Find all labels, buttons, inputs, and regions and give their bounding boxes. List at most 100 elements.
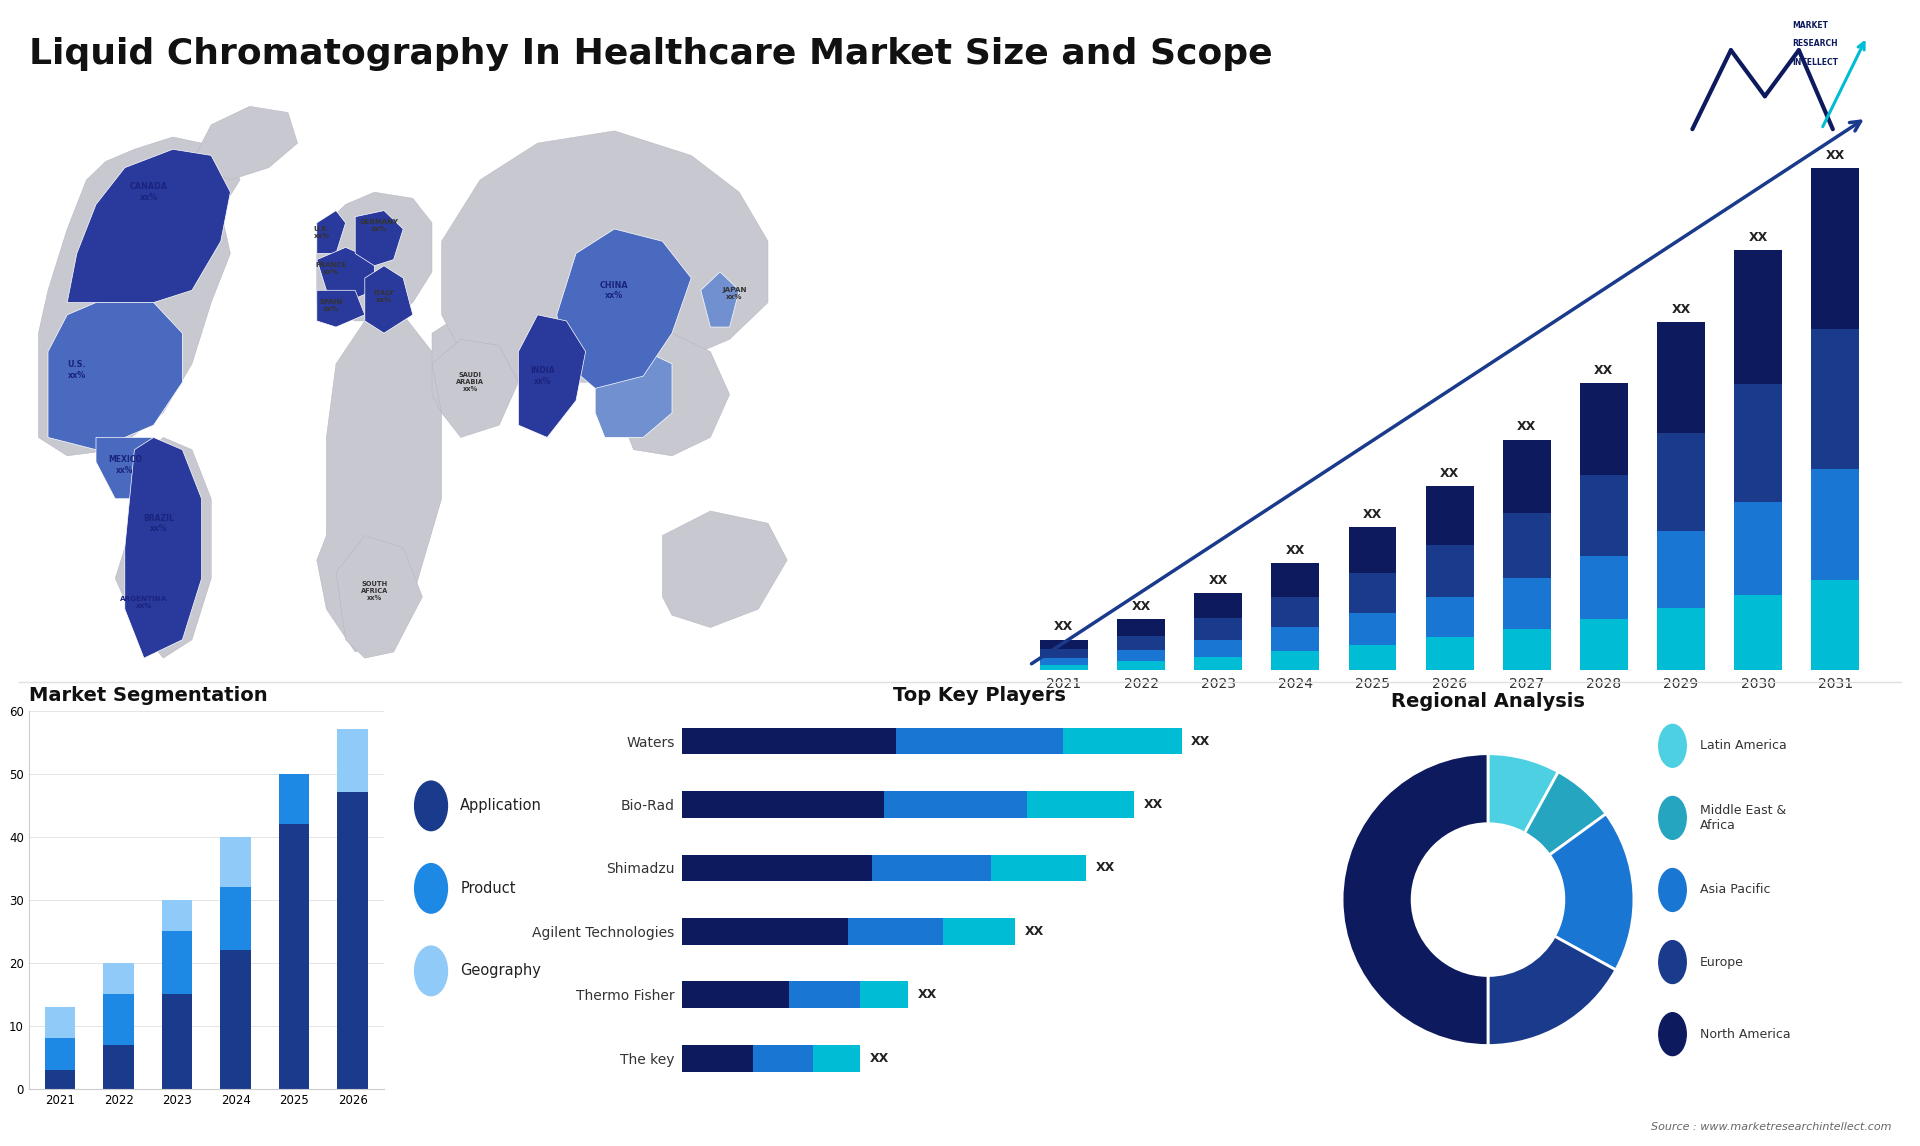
Bar	[1041, 665, 1089, 670]
Circle shape	[415, 947, 447, 996]
Bar	[1580, 476, 1628, 556]
Polygon shape	[317, 193, 432, 321]
Bar	[872, 855, 991, 881]
Text: GERMANY
xx%: GERMANY xx%	[359, 219, 399, 233]
Bar	[991, 855, 1087, 881]
Text: JAPAN
xx%: JAPAN xx%	[722, 286, 747, 300]
Circle shape	[1430, 841, 1546, 958]
Bar	[1734, 384, 1782, 502]
Text: Geography: Geography	[461, 964, 541, 979]
Bar	[221, 837, 252, 887]
Bar	[1271, 597, 1319, 627]
Bar	[1734, 250, 1782, 384]
Circle shape	[1659, 1013, 1686, 1055]
Bar	[44, 1070, 75, 1089]
Polygon shape	[662, 511, 787, 628]
Text: Market Segmentation: Market Segmentation	[29, 685, 267, 705]
Polygon shape	[701, 272, 739, 327]
Bar	[1734, 502, 1782, 595]
Bar	[682, 1045, 753, 1072]
Polygon shape	[557, 229, 691, 388]
Text: XX: XX	[1594, 364, 1613, 377]
Bar	[1271, 651, 1319, 670]
Bar	[104, 994, 134, 1045]
Bar	[338, 793, 369, 1089]
Wedge shape	[1488, 754, 1559, 833]
Bar	[1503, 578, 1551, 629]
Text: XX: XX	[1749, 230, 1768, 244]
Bar	[1348, 527, 1396, 573]
Text: Latin America: Latin America	[1699, 739, 1788, 752]
Bar	[1427, 637, 1473, 670]
Polygon shape	[624, 333, 730, 456]
Text: RESEARCH: RESEARCH	[1791, 39, 1837, 48]
Polygon shape	[317, 211, 346, 253]
Text: MEXICO
xx%: MEXICO xx%	[108, 455, 142, 474]
Bar	[1503, 440, 1551, 513]
Bar	[161, 931, 192, 994]
Polygon shape	[48, 303, 182, 449]
Circle shape	[1659, 796, 1686, 839]
Bar	[44, 1006, 75, 1038]
Bar	[221, 950, 252, 1089]
Text: XX: XX	[918, 988, 937, 1002]
Text: Product: Product	[461, 881, 516, 896]
Polygon shape	[595, 345, 672, 438]
Bar	[883, 791, 1027, 818]
Text: Middle East &
Africa: Middle East & Africa	[1699, 803, 1786, 832]
Bar	[1580, 383, 1628, 476]
Bar	[104, 1045, 134, 1089]
Polygon shape	[67, 149, 230, 303]
Circle shape	[1659, 724, 1686, 768]
Bar	[1271, 627, 1319, 651]
Bar	[1062, 728, 1181, 754]
Bar	[812, 1045, 860, 1072]
Bar	[753, 1045, 812, 1072]
Bar	[682, 791, 883, 818]
Text: Application: Application	[461, 799, 541, 814]
Text: XX: XX	[1190, 735, 1210, 747]
Text: Liquid Chromatography In Healthcare Market Size and Scope: Liquid Chromatography In Healthcare Mark…	[29, 37, 1273, 71]
Text: INTELLECT: INTELLECT	[1791, 57, 1837, 66]
Text: ITALY
xx%: ITALY xx%	[374, 290, 394, 303]
Bar	[682, 855, 872, 881]
Bar	[1657, 322, 1705, 433]
Circle shape	[415, 864, 447, 913]
Bar	[1348, 644, 1396, 670]
Bar	[860, 981, 908, 1008]
Bar	[1041, 650, 1089, 658]
Bar	[1117, 636, 1165, 650]
Bar	[1348, 613, 1396, 644]
Bar	[161, 994, 192, 1089]
Bar	[789, 981, 860, 1008]
Bar	[897, 728, 1062, 754]
Bar	[1041, 639, 1089, 650]
Wedge shape	[1342, 754, 1488, 1045]
Polygon shape	[115, 438, 211, 658]
Circle shape	[415, 782, 447, 831]
Bar	[682, 728, 897, 754]
Bar	[1503, 513, 1551, 578]
Text: BRAZIL
xx%: BRAZIL xx%	[142, 513, 175, 533]
Bar	[1811, 580, 1859, 670]
Title: Regional Analysis: Regional Analysis	[1392, 692, 1584, 712]
Text: SAUDI
ARABIA
xx%: SAUDI ARABIA xx%	[457, 372, 484, 392]
Bar	[1348, 573, 1396, 613]
Polygon shape	[518, 315, 586, 438]
Polygon shape	[317, 290, 365, 327]
Text: XX: XX	[1025, 925, 1044, 937]
Text: XX: XX	[1286, 543, 1306, 557]
Polygon shape	[317, 315, 442, 652]
Text: SOUTH
AFRICA
xx%: SOUTH AFRICA xx%	[361, 581, 388, 601]
Bar	[1117, 619, 1165, 636]
Text: ARGENTINA
xx%: ARGENTINA xx%	[121, 596, 167, 610]
Bar	[1811, 167, 1859, 329]
Text: XX: XX	[1363, 508, 1382, 520]
Bar	[1117, 661, 1165, 670]
Text: XX: XX	[1208, 574, 1227, 588]
Polygon shape	[192, 107, 298, 180]
Text: XX: XX	[1440, 466, 1459, 480]
Bar	[1427, 544, 1473, 597]
Polygon shape	[38, 138, 240, 456]
Text: Europe: Europe	[1699, 956, 1743, 968]
